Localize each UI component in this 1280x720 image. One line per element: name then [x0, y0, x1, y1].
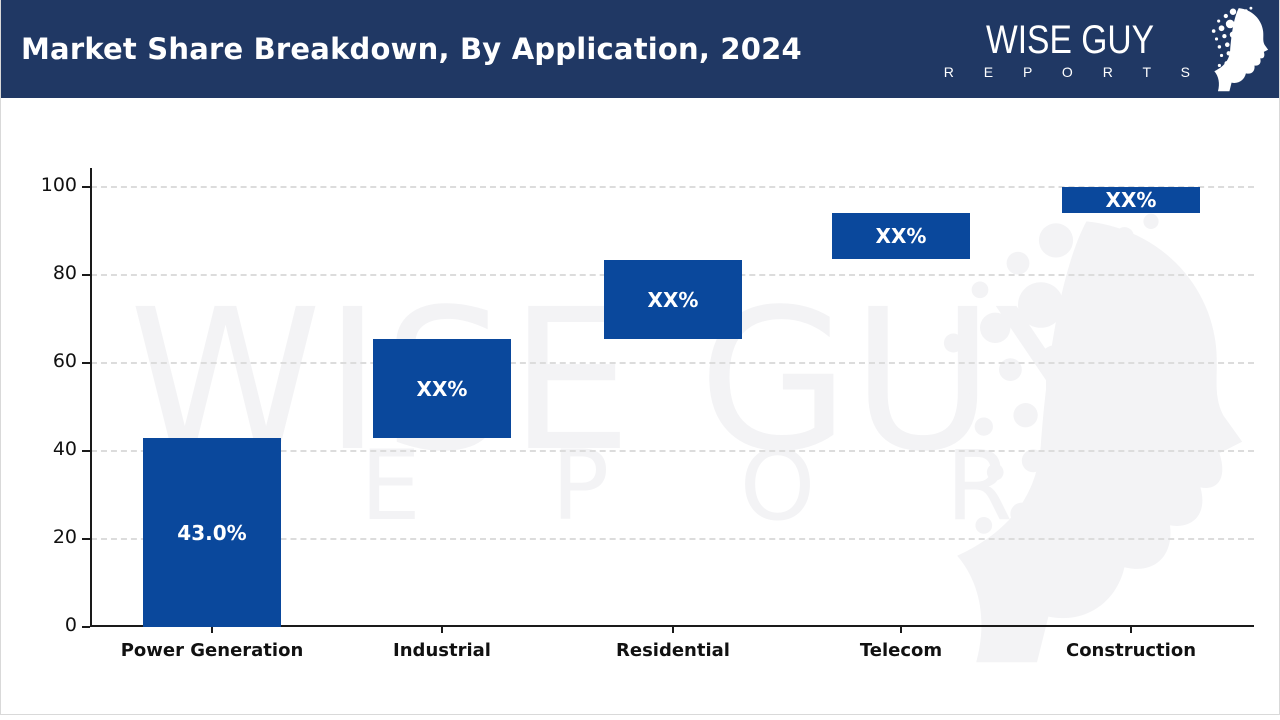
y-axis-tick-label: 20	[52, 526, 77, 548]
x-axis-tick-mark	[1130, 627, 1132, 633]
x-axis-category-label: Telecom	[859, 640, 943, 661]
gridline-100	[91, 186, 1254, 188]
x-axis-category-label: Residential	[616, 640, 730, 661]
y-axis-tick-label: 60	[52, 350, 77, 372]
bar-value-label: 43.0%	[177, 520, 247, 545]
gridline-60	[91, 362, 1254, 364]
y-axis-tick-label: 80	[52, 262, 77, 284]
x-axis-tick-mark	[672, 627, 674, 633]
bar-construction: XX%	[1062, 187, 1200, 213]
y-axis-line	[90, 168, 92, 627]
x-axis-category-label: Construction	[1065, 640, 1197, 661]
y-axis-tick-mark	[82, 274, 90, 276]
watermark-head-icon	[866, 210, 1246, 666]
y-axis-tick-mark	[82, 538, 90, 540]
x-axis-tick-mark	[211, 627, 213, 633]
bar-value-label: XX%	[416, 376, 468, 401]
bar-power-generation: 43.0%	[143, 438, 281, 627]
gridline-40	[91, 450, 1254, 452]
header: Market Share Breakdown, By Application, …	[1, 0, 1279, 98]
y-axis-tick-mark	[82, 362, 90, 364]
y-axis-tick-mark	[82, 186, 90, 188]
logo-wordmark: WISE GUY	[986, 17, 1155, 62]
x-axis-category-label: Industrial	[393, 640, 491, 661]
x-axis-category-label: Power Generation	[120, 640, 304, 661]
y-axis-tick-mark	[82, 626, 90, 628]
bar-value-label: XX%	[647, 287, 699, 312]
x-axis-tick-mark	[900, 627, 902, 633]
bar-telecom: XX%	[832, 213, 970, 259]
bar-value-label: XX%	[875, 224, 927, 248]
bar-value-label: XX%	[1105, 188, 1157, 212]
x-axis-line	[90, 625, 1254, 627]
y-axis-tick-label: 0	[64, 614, 77, 636]
y-axis-tick-label: 40	[52, 438, 77, 460]
logo-subtext: R E P O R T S	[943, 63, 1203, 80]
x-axis-tick-mark	[441, 627, 443, 633]
y-axis-tick-mark	[82, 450, 90, 452]
bar-residential: XX%	[604, 260, 742, 339]
logo: WISE GUY R E P O R T S	[938, 0, 1269, 98]
chart-title: Market Share Breakdown, By Application, …	[21, 32, 802, 66]
y-axis-tick-label: 100	[40, 174, 77, 196]
gridline-20	[91, 538, 1254, 540]
logo-text: WISE GUY R E P O R T S	[938, 20, 1203, 79]
bar-industrial: XX%	[373, 339, 511, 438]
